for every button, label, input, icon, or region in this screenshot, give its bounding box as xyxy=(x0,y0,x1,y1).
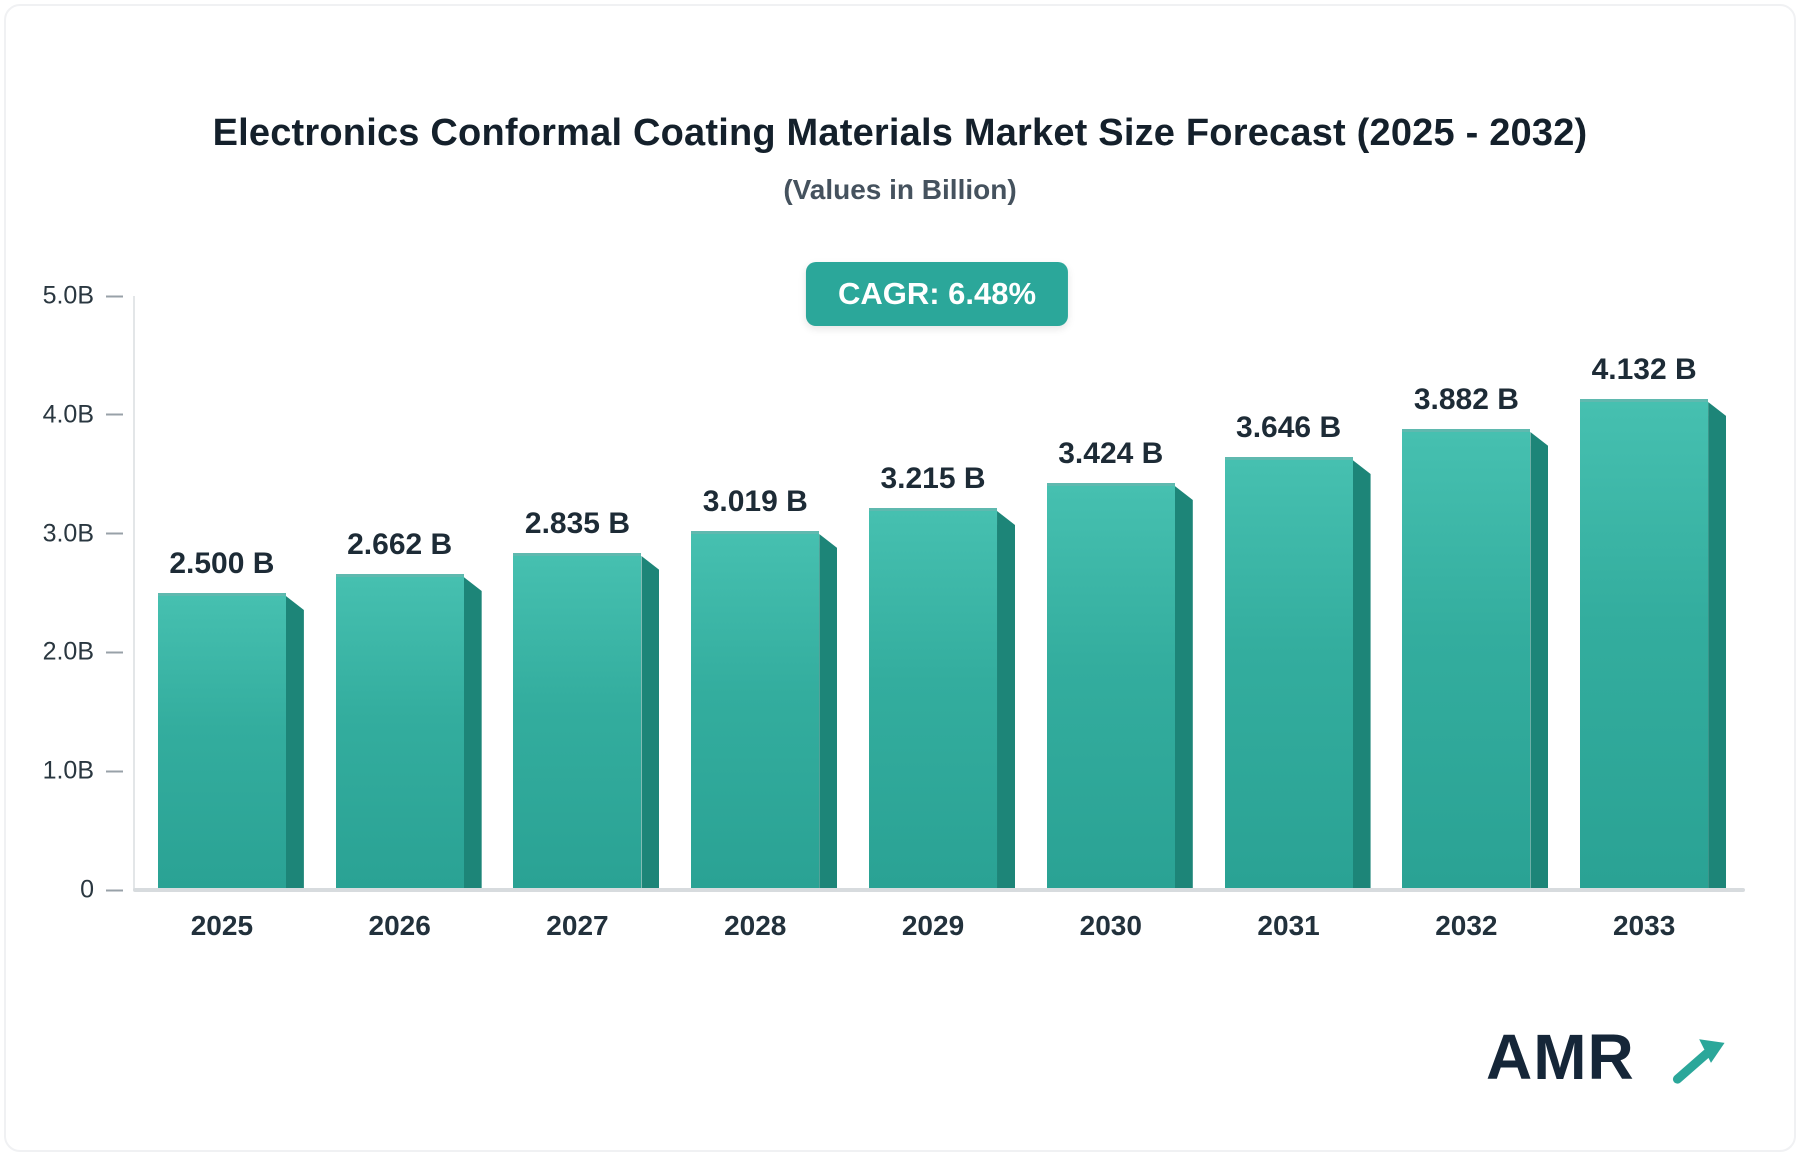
x-axis-line xyxy=(133,888,1745,892)
chart-subtitle: (Values in Billion) xyxy=(783,174,1017,205)
x-axis-label: 2027 xyxy=(546,910,609,941)
bars: 2.500 B 2025 2.662 B 2026 2.835 B 2027 3.019 B… xyxy=(133,296,1733,941)
bar xyxy=(1224,457,1371,890)
bar-side-shade xyxy=(1530,432,1549,890)
x-axis-label: 2026 xyxy=(368,910,431,941)
amr-logo-text: AMR xyxy=(1486,1021,1635,1093)
bar-side-shade xyxy=(1352,460,1371,890)
x-axis-label: 2033 xyxy=(1612,910,1676,941)
bar-value-label: 2.500 B xyxy=(169,547,275,580)
x-axis-label: 2028 xyxy=(724,910,787,941)
y-tick: 3.0B xyxy=(43,519,123,548)
y-tick-label: 4.0B xyxy=(42,400,94,429)
bar-value-label: 3.646 B xyxy=(1236,411,1342,444)
bar-value-label: 2.835 B xyxy=(524,507,630,540)
bar xyxy=(1046,483,1193,890)
y-tick: 0 xyxy=(80,876,123,905)
x-axis-label: 2031 xyxy=(1257,910,1320,941)
y-tick-label: 3.0B xyxy=(42,519,94,548)
bar-group: 3.882 B 2032 xyxy=(1377,296,1555,941)
bar-group: 4.132 B 2033 xyxy=(1555,296,1733,941)
chart-title: Electronics Conformal Coating Materials … xyxy=(212,112,1588,154)
y-axis-line xyxy=(133,296,135,890)
y-tick: 2.0B xyxy=(43,638,123,667)
x-axis-label: 2030 xyxy=(1079,910,1142,941)
y-tick-mark xyxy=(106,651,123,654)
y-tick-label: 1.0B xyxy=(42,756,94,785)
x-axis-label: 2029 xyxy=(901,910,965,941)
bar-group: 2.662 B 2026 xyxy=(311,296,489,941)
plot-area: 0 1.0B 2.0B 3.0B 4.0B 5.0B 2.500 B 2025 2.662 B… xyxy=(43,282,1745,941)
bar-group: 2.500 B 2025 xyxy=(133,296,311,941)
bar-side-shade xyxy=(641,556,660,890)
bar-group: 3.646 B 2031 xyxy=(1200,296,1378,941)
bar-value-label: 3.882 B xyxy=(1413,383,1519,416)
bar-value-label: 4.132 B xyxy=(1591,353,1697,386)
bar xyxy=(691,531,838,890)
x-axis-label: 2032 xyxy=(1435,910,1498,941)
bar-group: 2.835 B 2027 xyxy=(489,296,667,941)
bar-value-label: 3.019 B xyxy=(702,485,808,518)
y-tick-label: 2.0B xyxy=(42,637,94,666)
bar xyxy=(1402,429,1549,890)
bar-side-shade xyxy=(1174,486,1193,890)
y-tick-label: 0 xyxy=(80,875,94,904)
cagr-badge: CAGR: 6.48% xyxy=(805,262,1069,326)
growth-arrow-icon xyxy=(1672,1039,1725,1084)
bar-value-label: 2.662 B xyxy=(347,528,453,561)
y-tick-mark xyxy=(106,532,123,535)
bar-side-shade xyxy=(463,577,482,890)
y-tick-mark xyxy=(106,770,123,773)
bar-side-shade xyxy=(997,511,1016,890)
bar-side-shade xyxy=(819,534,838,890)
y-tick: 5.0B xyxy=(43,282,123,311)
bar-group: 3.215 B 2029 xyxy=(844,296,1022,941)
y-axis: 0 1.0B 2.0B 3.0B 4.0B 5.0B xyxy=(13,282,133,904)
x-axis-label: 2025 xyxy=(190,910,254,941)
bar xyxy=(513,553,660,890)
bar-side-shade xyxy=(1708,402,1727,890)
y-tick: 4.0B xyxy=(43,400,123,429)
y-tick-mark xyxy=(106,295,123,297)
bar xyxy=(335,574,482,890)
bar-value-label: 3.424 B xyxy=(1058,437,1164,470)
bar-group: 3.424 B 2030 xyxy=(1022,296,1200,941)
chart-card: Electronics Conformal Coating Materials … xyxy=(4,4,1796,1152)
bar-side-shade xyxy=(285,596,304,890)
bar xyxy=(869,508,1016,890)
y-tick-mark xyxy=(106,413,123,416)
bar xyxy=(157,593,304,890)
bar-group: 3.019 B 2028 xyxy=(666,296,844,941)
bar-value-label: 3.215 B xyxy=(880,462,986,495)
amr-logo: AMR xyxy=(1486,1020,1725,1098)
bar xyxy=(1580,399,1727,890)
y-tick-label: 5.0B xyxy=(42,281,94,310)
y-tick-mark xyxy=(106,889,123,891)
y-tick: 1.0B xyxy=(43,757,123,786)
